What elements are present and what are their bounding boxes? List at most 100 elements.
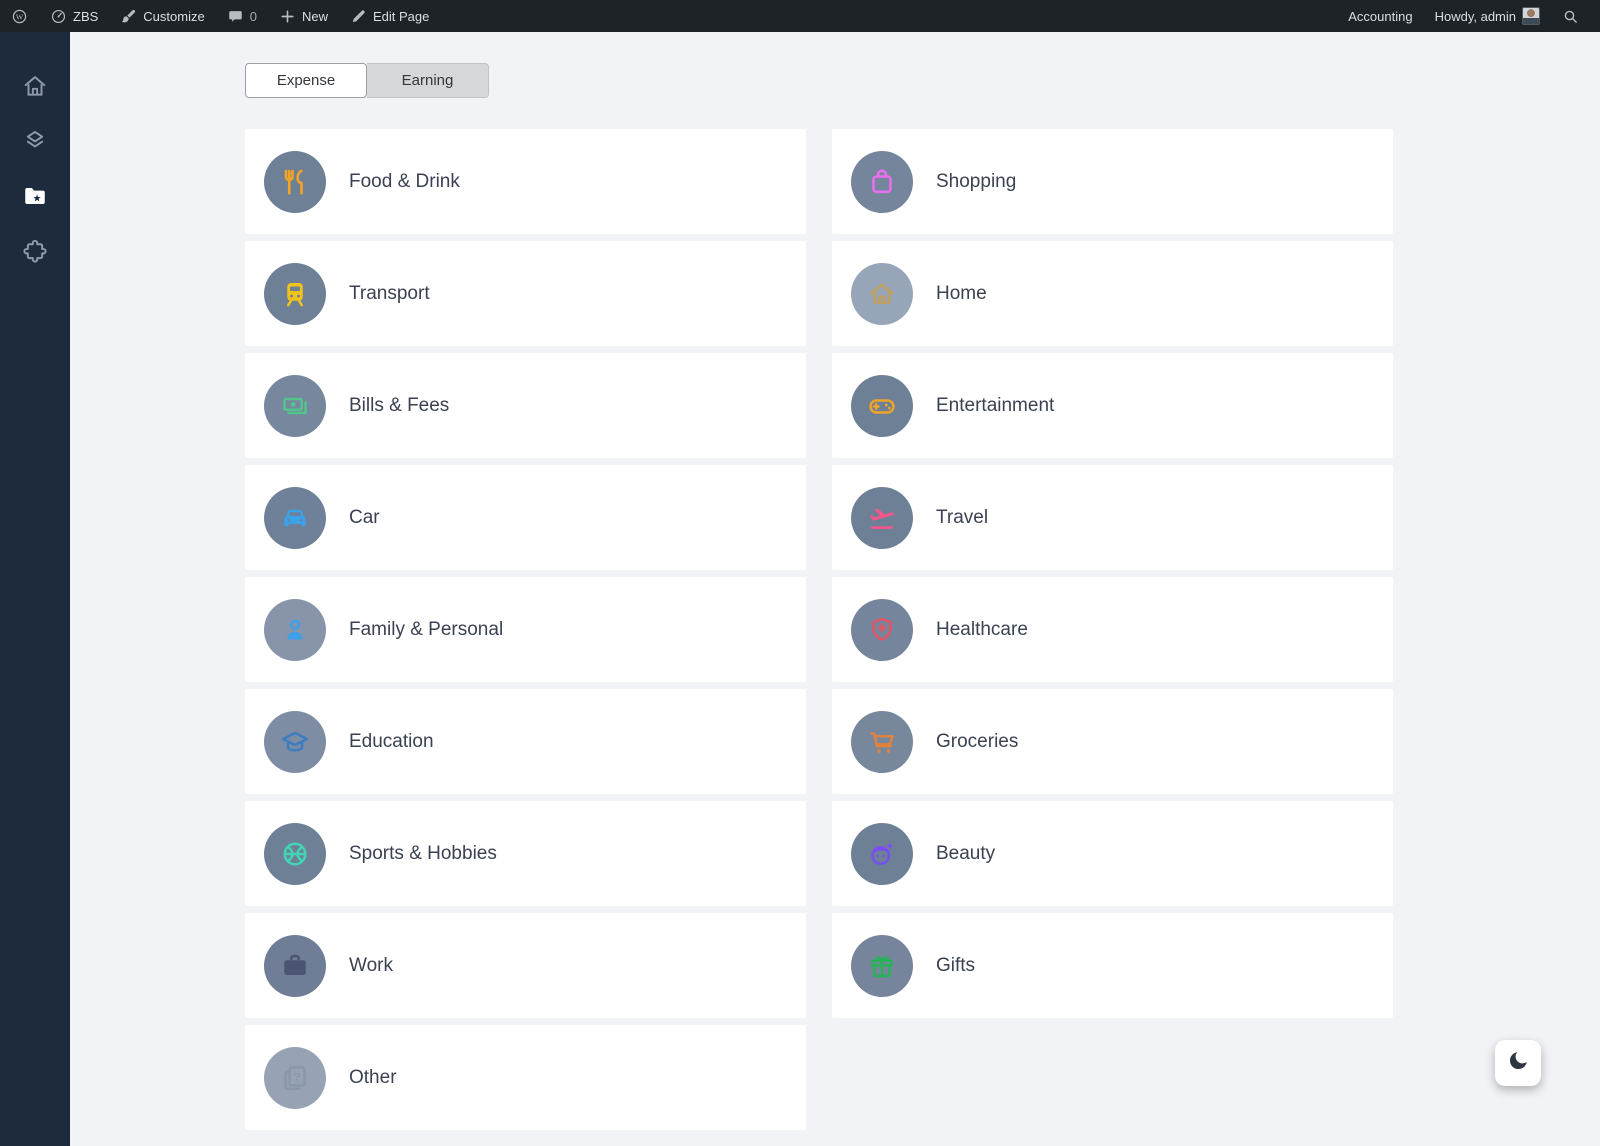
tab-expense[interactable]: Expense <box>245 63 367 98</box>
category-card[interactable]: Healthcare <box>832 577 1393 682</box>
layers-icon <box>22 128 48 154</box>
site-name-menu[interactable]: ZBS <box>39 0 109 32</box>
category-icon-circle <box>264 486 326 549</box>
category-icon-circle <box>851 486 913 549</box>
category-icon-circle <box>264 598 326 661</box>
category-label: Shopping <box>936 170 1017 192</box>
category-card[interactable]: Groceries <box>832 689 1393 794</box>
howdy-label: Howdy, admin <box>1434 8 1516 24</box>
sidebar-item-home[interactable] <box>0 58 70 113</box>
moon-icon <box>1507 1049 1530 1077</box>
basketball-icon <box>280 839 310 869</box>
tab-group: Expense Earning <box>245 63 489 98</box>
category-label: Food & Drink <box>349 170 460 192</box>
site-name-label: ZBS <box>73 8 99 24</box>
category-label: Sports & Hobbies <box>349 842 497 864</box>
category-card[interactable]: Travel <box>832 465 1393 570</box>
admin-bar-left: ZBS Customize 0 New Edit Page <box>0 0 440 32</box>
sidebar-item-folder-star[interactable] <box>0 168 70 223</box>
tab-earning[interactable]: Earning <box>367 63 489 98</box>
category-card[interactable]: Entertainment <box>832 353 1393 458</box>
gauge-icon <box>50 8 67 25</box>
category-card[interactable]: Bills & Fees <box>245 353 806 458</box>
search-icon <box>1562 8 1579 25</box>
comment-icon <box>227 8 244 25</box>
category-label: Gifts <box>936 954 976 976</box>
comments-menu[interactable]: 0 <box>216 0 268 32</box>
category-card[interactable]: Work <box>245 913 806 1018</box>
game-controller-icon <box>867 391 897 421</box>
category-card[interactable]: Car <box>245 465 806 570</box>
category-icon-circle <box>851 262 913 325</box>
puzzle-icon <box>22 238 48 264</box>
category-icon-circle <box>264 374 326 437</box>
category-label: Home <box>936 282 987 304</box>
category-icon-circle <box>851 374 913 437</box>
home-nav-icon <box>22 73 48 99</box>
new-label: New <box>301 8 328 24</box>
category-label: Car <box>349 506 380 528</box>
category-icon-circle <box>264 822 326 885</box>
category-icon-circle <box>851 822 913 885</box>
category-label: Transport <box>349 282 430 304</box>
category-label: Groceries <box>936 730 1019 752</box>
admin-bar-right: Accounting Howdy, admin <box>1337 0 1600 32</box>
category-grid: Food & Drink Transport Bills & Fees Car Fami… <box>245 129 1600 1130</box>
category-label: Entertainment <box>936 394 1055 416</box>
category-card[interactable]: Gifts <box>832 913 1393 1018</box>
train-icon <box>280 279 310 309</box>
category-label: Beauty <box>936 842 996 864</box>
category-icon-circle <box>851 150 913 213</box>
wp-logo-menu[interactable] <box>0 0 39 32</box>
account-menu[interactable]: Howdy, admin <box>1424 0 1551 32</box>
new-content-menu[interactable]: New <box>268 0 339 32</box>
category-card[interactable]: Food & Drink <box>245 129 806 234</box>
house-icon <box>867 279 897 309</box>
category-card[interactable]: Sports & Hobbies <box>245 801 806 906</box>
category-icon-circle <box>851 710 913 773</box>
admin-bar: ZBS Customize 0 New Edit Page Accounting… <box>0 0 1600 32</box>
shopping-bag-icon <box>867 167 897 197</box>
face-sparkle-icon <box>867 839 897 869</box>
category-card[interactable]: Transport <box>245 241 806 346</box>
category-icon-circle <box>264 150 326 213</box>
question-cards-icon <box>280 1063 310 1093</box>
cart-icon <box>867 727 897 757</box>
category-column-right: Shopping Home Entertainment Travel Healthcar… <box>832 129 1393 1130</box>
edit-page-menu[interactable]: Edit Page <box>339 0 440 32</box>
customize-menu[interactable]: Customize <box>109 0 215 32</box>
comments-count: 0 <box>249 8 257 24</box>
category-card[interactable]: Home <box>832 241 1393 346</box>
sidebar-item-layers[interactable] <box>0 113 70 168</box>
graduation-cap-icon <box>280 727 310 757</box>
edit-page-label: Edit Page <box>372 8 430 24</box>
sidebar-nav <box>0 32 70 278</box>
shield-cross-icon <box>867 615 897 645</box>
sidebar-item-puzzle[interactable] <box>0 223 70 278</box>
category-icon-circle <box>264 710 326 773</box>
category-card[interactable]: Education <box>245 689 806 794</box>
category-column-left: Food & Drink Transport Bills & Fees Car Fami… <box>245 129 806 1130</box>
accounting-menu[interactable]: Accounting <box>1337 0 1423 32</box>
category-card[interactable]: Shopping <box>832 129 1393 234</box>
category-icon-circle <box>851 934 913 997</box>
car-icon <box>280 503 310 533</box>
search-menu[interactable] <box>1551 0 1590 32</box>
dark-mode-toggle[interactable] <box>1495 1040 1541 1086</box>
category-card[interactable]: Beauty <box>832 801 1393 906</box>
main-content: Expense Earning Food & Drink Transport Bil… <box>70 32 1600 1146</box>
sidebar <box>0 32 70 1146</box>
wordpress-logo-icon <box>11 8 28 25</box>
category-card[interactable]: Other <box>245 1025 806 1130</box>
category-label: Work <box>349 954 393 976</box>
customize-label: Customize <box>143 8 205 24</box>
category-icon-circle <box>264 934 326 997</box>
category-icon-circle <box>264 1046 326 1109</box>
category-label: Other <box>349 1066 397 1088</box>
category-card[interactable]: Family & Personal <box>245 577 806 682</box>
category-icon-circle <box>264 262 326 325</box>
fork-knife-icon <box>280 167 310 197</box>
category-label: Healthcare <box>936 618 1028 640</box>
accounting-label: Accounting <box>1348 8 1413 24</box>
category-icon-circle <box>851 598 913 661</box>
